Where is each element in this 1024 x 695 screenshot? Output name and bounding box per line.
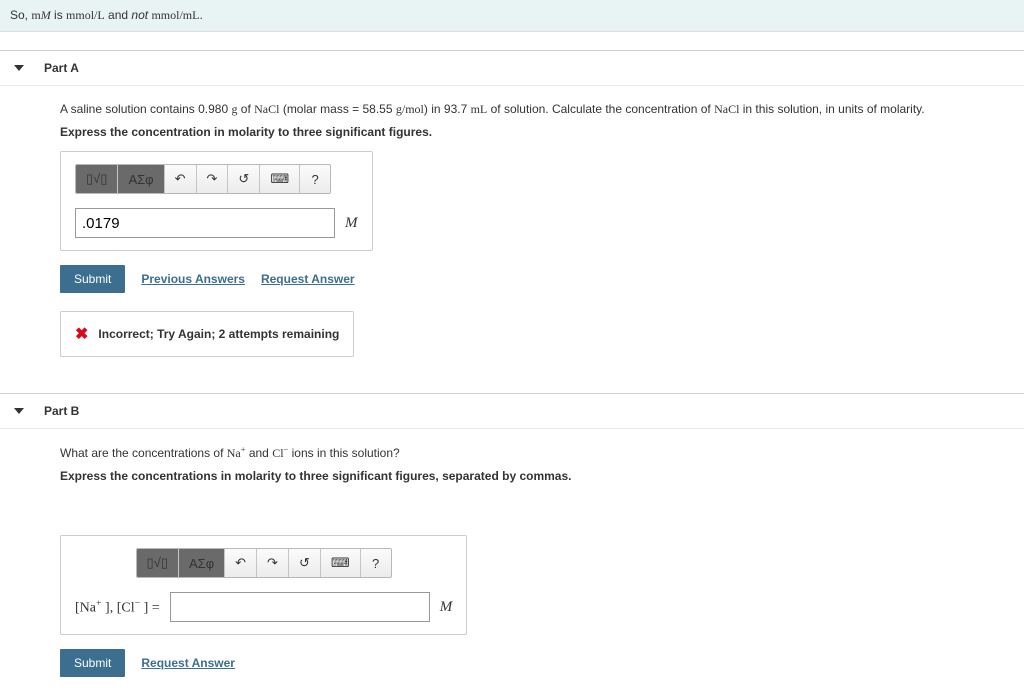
keyboard-button[interactable]: ⌨ [321,549,361,577]
equation-toolbar: ▯√▯ ΑΣφ ↶ ↷ ↺ ⌨ ? [75,164,331,194]
reset-icon: ↺ [299,555,310,571]
previous-answers-link[interactable]: Previous Answers [141,272,245,286]
greek-button[interactable]: ΑΣφ [118,165,164,193]
undo-button[interactable]: ↶ [225,549,257,577]
redo-icon: ↷ [207,171,218,187]
part-a-header[interactable]: Part A [0,51,1024,85]
chevron-down-icon [14,65,24,71]
part-a-question: A saline solution contains 0.980 g of Na… [60,86,964,125]
greek-button[interactable]: ΑΣφ [179,549,225,577]
keyboard-button[interactable]: ⌨ [260,165,300,193]
incorrect-icon: ✖ [75,324,88,344]
help-icon: ? [311,172,318,187]
reset-button[interactable]: ↺ [228,165,260,193]
feedback-text: Incorrect; Try Again; 2 attempts remaini… [98,327,339,341]
part-a: Part A A saline solution contains 0.980 … [0,50,1024,375]
undo-icon: ↶ [235,555,246,571]
templates-icon: ▯√▯ [86,171,107,187]
request-answer-link[interactable]: Request Answer [141,656,235,670]
equation-toolbar: ▯√▯ ΑΣφ ↶ ↷ ↺ ⌨ ? [136,548,392,578]
greek-icon: ΑΣφ [189,556,214,571]
help-icon: ? [372,556,379,571]
templates-button[interactable]: ▯√▯ [76,165,118,193]
chevron-down-icon [14,408,24,414]
redo-button[interactable]: ↷ [257,549,289,577]
part-b-prefix: [Na+ ], [Cl− ] = [75,598,160,617]
part-a-instruction: Express the concentration in molarity to… [60,125,964,151]
help-button[interactable]: ? [361,549,391,577]
hint-banner: So, mM is mmol/L and not mmol/mL. [0,0,1024,32]
redo-button[interactable]: ↷ [197,165,229,193]
part-b-title: Part B [44,404,79,418]
request-answer-link[interactable]: Request Answer [261,272,355,286]
part-b: Part B What are the concentrations of Na… [0,393,1024,695]
part-b-answer-input[interactable] [170,592,430,622]
part-a-unit: M [345,215,358,232]
reset-button[interactable]: ↺ [289,549,321,577]
reset-icon: ↺ [238,171,249,187]
part-b-question: What are the concentrations of Na+ and C… [60,429,964,469]
greek-icon: ΑΣφ [128,172,153,187]
hint-text: So, mM is mmol/L and not mmol/mL. [10,8,203,22]
part-a-submit-button[interactable]: Submit [60,265,125,293]
help-button[interactable]: ? [300,165,330,193]
part-b-header[interactable]: Part B [0,394,1024,428]
part-a-feedback: ✖ Incorrect; Try Again; 2 attempts remai… [60,311,354,357]
templates-button[interactable]: ▯√▯ [137,549,179,577]
part-a-answer-input[interactable] [75,208,335,238]
undo-button[interactable]: ↶ [165,165,197,193]
part-a-answer-box: ▯√▯ ΑΣφ ↶ ↷ ↺ ⌨ ? M [60,151,373,251]
part-b-instruction: Express the concentrations in molarity t… [60,469,964,495]
keyboard-icon: ⌨ [331,555,350,571]
redo-icon: ↷ [267,555,278,571]
undo-icon: ↶ [175,171,186,187]
part-b-submit-button[interactable]: Submit [60,649,125,677]
keyboard-icon: ⌨ [270,171,289,187]
part-a-title: Part A [44,61,79,75]
part-b-unit: M [440,599,453,616]
part-b-answer-box: ▯√▯ ΑΣφ ↶ ↷ ↺ ⌨ ? [Na+ ], [Cl− ] = M [60,535,467,635]
templates-icon: ▯√▯ [147,555,168,571]
